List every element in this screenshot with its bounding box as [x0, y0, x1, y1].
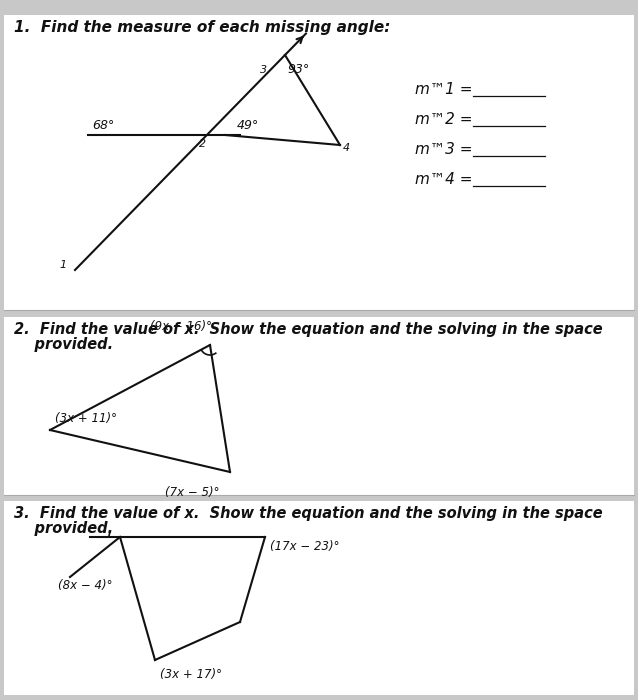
Text: m™1 =: m™1 = [415, 83, 473, 97]
Text: provided.: provided. [14, 337, 113, 352]
Text: 4: 4 [343, 143, 350, 153]
FancyBboxPatch shape [4, 317, 634, 495]
FancyBboxPatch shape [4, 501, 634, 695]
Text: 1: 1 [60, 260, 67, 270]
Text: 2.  Find the value of x.  Show the equation and the solving in the space: 2. Find the value of x. Show the equatio… [14, 322, 603, 337]
Text: 49°: 49° [237, 119, 259, 132]
Text: (17x − 23)°: (17x − 23)° [270, 540, 339, 553]
Text: (7x − 5)°: (7x − 5)° [165, 486, 219, 499]
Text: provided.: provided. [14, 521, 113, 536]
Text: m™4 =: m™4 = [415, 172, 473, 188]
Text: 3: 3 [260, 65, 267, 75]
Text: 2: 2 [200, 139, 207, 149]
FancyBboxPatch shape [4, 15, 634, 310]
Text: (3x + 17)°: (3x + 17)° [160, 668, 222, 681]
Text: 1.  Find the measure of each missing angle:: 1. Find the measure of each missing angl… [14, 20, 390, 35]
Text: m™3 =: m™3 = [415, 143, 473, 158]
Text: (8x − 4)°: (8x − 4)° [58, 579, 112, 592]
Text: m™2 =: m™2 = [415, 113, 473, 127]
Text: 93°: 93° [287, 63, 309, 76]
Text: 68°: 68° [92, 119, 114, 132]
Text: (3x + 11)°: (3x + 11)° [55, 412, 117, 425]
Text: 3.  Find the value of x.  Show the equation and the solving in the space: 3. Find the value of x. Show the equatio… [14, 506, 603, 521]
Text: (9x − 16)°: (9x − 16)° [150, 320, 212, 333]
